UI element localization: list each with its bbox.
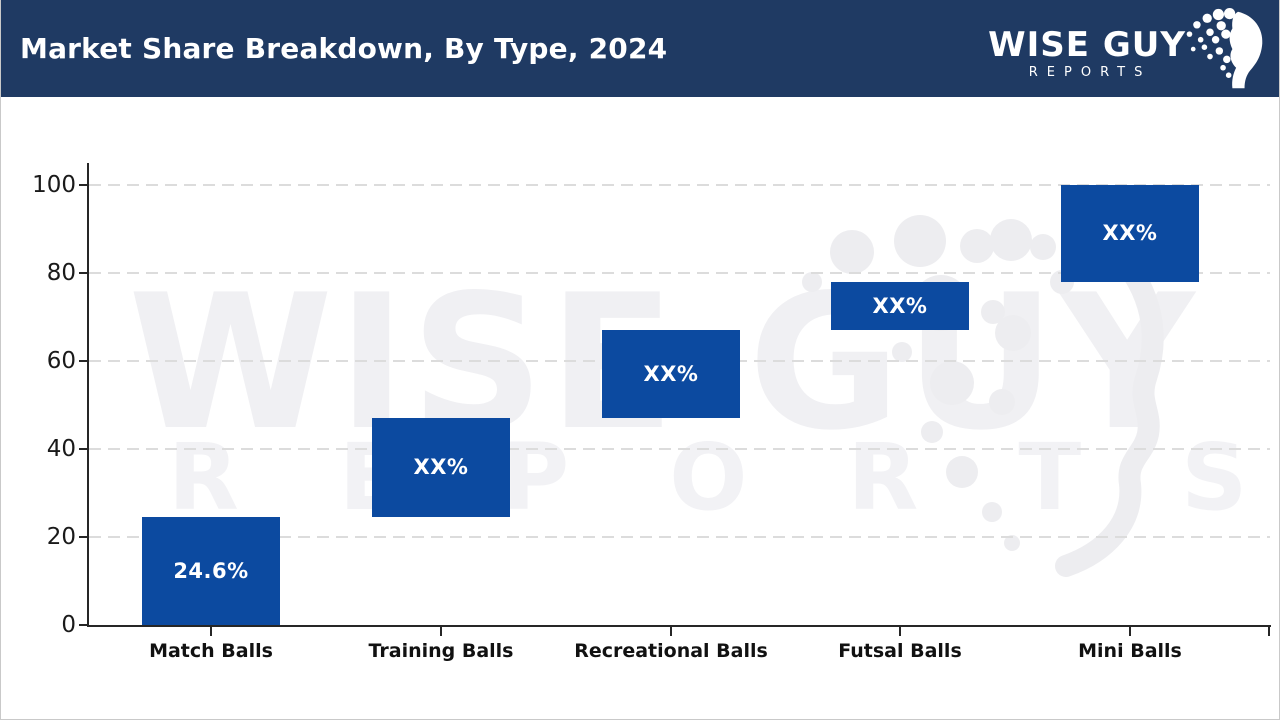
bar-value-label: XX% [643,362,699,387]
logo-head-icon [1186,8,1263,89]
x-tick-mark [440,627,442,636]
x-category-label: Training Balls [368,640,514,662]
logo-wiseguy-label: WISE GUY [988,24,1186,65]
y-tick-mark [79,624,88,626]
y-tick-mark [79,360,88,362]
x-tick-mark [1129,627,1131,636]
x-tick-mark [670,627,672,636]
logo-text: WISE GUY REPORTS [988,27,1186,80]
wise-guy-reports-logo: WISE GUY REPORTS [988,6,1266,94]
logo-reports-label: REPORTS [1028,64,1152,80]
bar: XX% [831,281,969,331]
grid-line [89,272,1270,274]
y-tick-mark [79,448,88,450]
bar-value-label: XX% [413,455,469,480]
x-axis-line [87,625,1271,627]
chart-title: Market Share Breakdown, By Type, 2024 [20,32,668,65]
bar: XX% [372,418,510,517]
y-axis-line [87,163,89,625]
grid-line [89,184,1270,186]
y-tick-label: 40 [46,436,76,462]
x-tick-mark [899,627,901,636]
watermark-text-reports: R E P O R T S [168,424,1280,531]
y-tick-label: 0 [61,612,76,638]
header-bar: Market Share Breakdown, By Type, 2024 WI… [0,0,1280,97]
x-category-label: Match Balls [149,640,273,662]
y-tick-mark [79,536,88,538]
x-tick-mark [210,627,212,636]
bar: 24.6% [142,516,280,625]
bar-value-label: 24.6% [173,558,249,583]
x-category-label: Recreational Balls [574,640,768,662]
x-axis-end-tick [1268,627,1270,636]
y-tick-label: 20 [46,524,76,550]
bar: XX% [602,330,740,419]
bar-value-label: XX% [872,293,928,318]
y-tick-mark [79,272,88,274]
x-category-label: Mini Balls [1078,640,1182,662]
y-tick-label: 100 [32,172,76,198]
bar-value-label: XX% [1102,221,1158,246]
y-tick-label: 80 [46,260,76,286]
bar: XX% [1061,185,1199,282]
y-tick-mark [79,184,88,186]
grid-line [89,448,1270,450]
y-tick-label: 60 [46,348,76,374]
grid-line [89,536,1270,538]
x-category-label: Futsal Balls [838,640,962,662]
